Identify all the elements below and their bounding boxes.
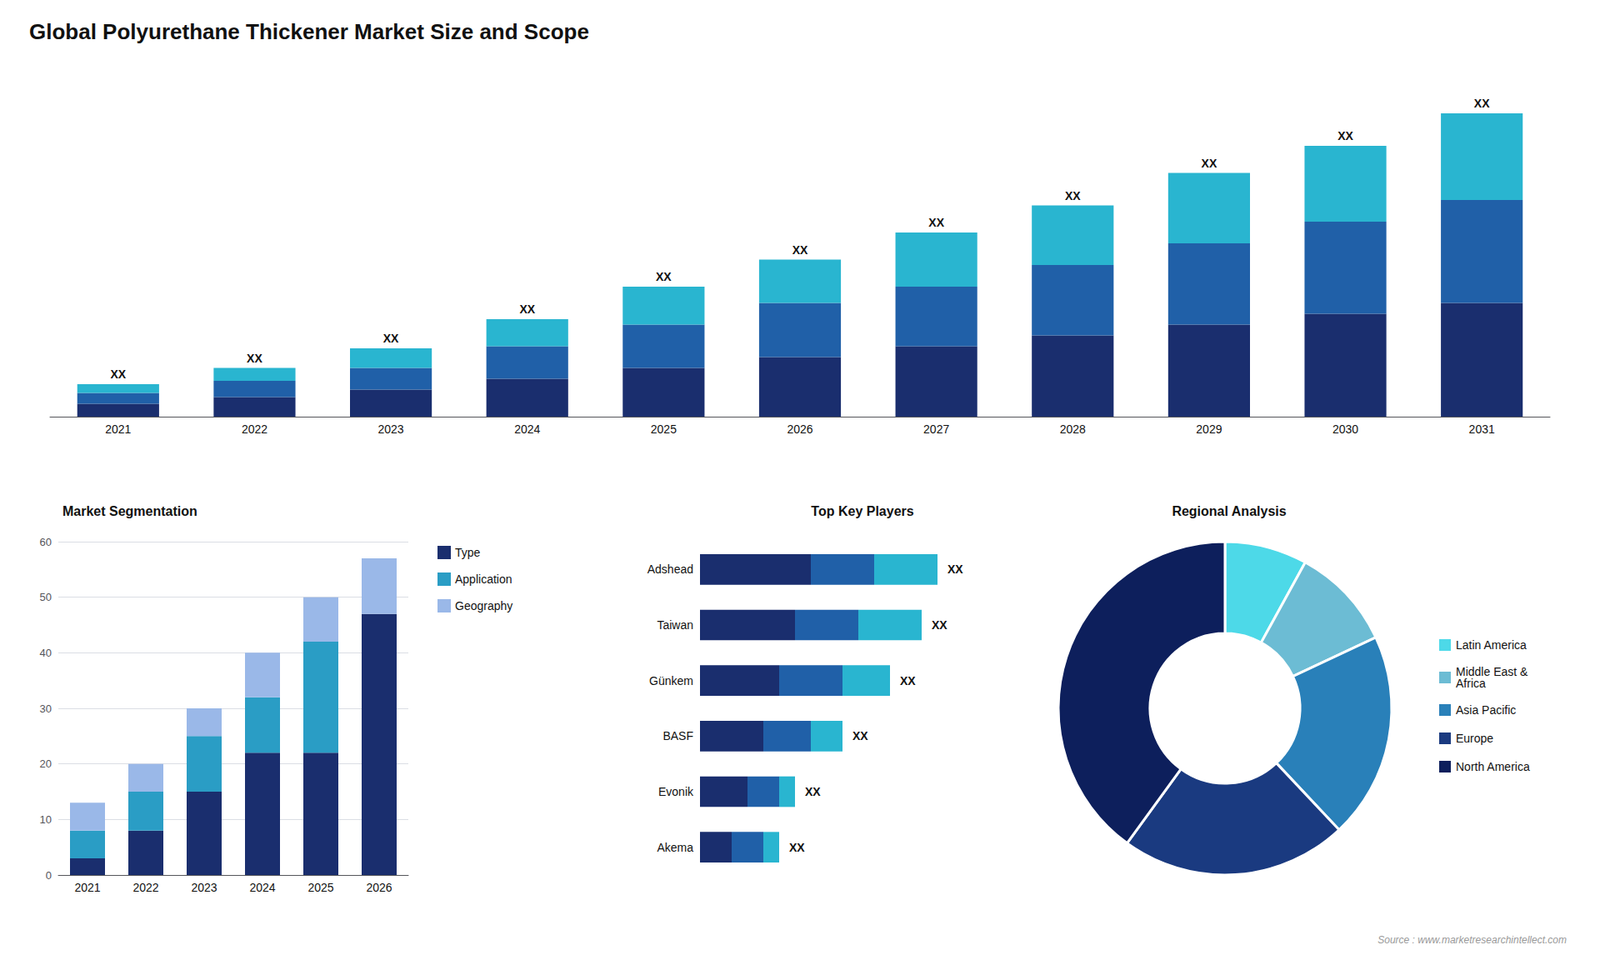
svg-text:North America: North America xyxy=(1455,760,1530,774)
svg-text:2024: 2024 xyxy=(514,422,540,436)
svg-text:XX: XX xyxy=(1337,129,1354,143)
svg-text:30: 30 xyxy=(40,702,52,715)
svg-text:Adshead: Adshead xyxy=(647,562,694,576)
svg-text:XX: XX xyxy=(1201,156,1218,170)
svg-text:Evonik: Evonik xyxy=(658,785,695,799)
svg-text:2024: 2024 xyxy=(249,880,275,895)
svg-text:XX: XX xyxy=(852,729,869,743)
svg-text:XX: XX xyxy=(789,840,805,855)
svg-text:XX: XX xyxy=(931,618,948,632)
svg-text:Europe: Europe xyxy=(1455,731,1494,745)
svg-text:XX: XX xyxy=(110,367,126,381)
svg-text:Latin America: Latin America xyxy=(1455,638,1527,652)
svg-text:2026: 2026 xyxy=(365,880,392,895)
svg-text:XX: XX xyxy=(383,331,400,345)
svg-text:Akema: Akema xyxy=(656,840,694,855)
svg-text:Top Key Players: Top Key Players xyxy=(810,504,914,519)
svg-text:2021: 2021 xyxy=(74,880,100,895)
svg-text:20: 20 xyxy=(40,757,52,770)
svg-text:2028: 2028 xyxy=(1060,422,1086,436)
svg-text:BASF: BASF xyxy=(662,729,694,743)
svg-text:2026: 2026 xyxy=(786,422,813,436)
svg-text:XX: XX xyxy=(947,562,964,576)
svg-text:XX: XX xyxy=(792,243,809,257)
svg-text:Taiwan: Taiwan xyxy=(656,618,694,632)
svg-text:2030: 2030 xyxy=(1332,422,1359,436)
svg-text:2021: 2021 xyxy=(105,422,131,436)
svg-text:Application: Application xyxy=(455,572,513,586)
svg-text:XX: XX xyxy=(655,270,672,284)
svg-text:2025: 2025 xyxy=(307,880,334,895)
svg-text:2022: 2022 xyxy=(132,880,159,895)
svg-text:2031: 2031 xyxy=(1469,422,1495,436)
svg-text:10: 10 xyxy=(40,813,52,826)
svg-text:2023: 2023 xyxy=(378,422,405,436)
svg-text:0: 0 xyxy=(45,869,52,882)
svg-text:2029: 2029 xyxy=(1195,422,1222,436)
svg-text:Middle East &: Middle East & xyxy=(1455,665,1528,679)
svg-text:Africa: Africa xyxy=(1455,676,1486,690)
svg-text:Geography: Geography xyxy=(455,599,513,613)
svg-text:XX: XX xyxy=(1474,96,1490,110)
svg-text:XX: XX xyxy=(246,351,263,365)
svg-text:Source : www.marketresearchint: Source : www.marketresearchintellect.com xyxy=(1377,934,1567,946)
svg-text:Regional Analysis: Regional Analysis xyxy=(1171,504,1286,519)
svg-text:XX: XX xyxy=(928,215,945,230)
svg-text:Global Polyurethane Thickener: Global Polyurethane Thickener Market Siz… xyxy=(29,19,590,45)
svg-text:XX: XX xyxy=(519,302,535,316)
svg-text:XX: XX xyxy=(1065,189,1081,203)
svg-text:2022: 2022 xyxy=(241,422,268,436)
svg-text:Market Segmentation: Market Segmentation xyxy=(62,504,198,519)
svg-text:2025: 2025 xyxy=(650,422,677,436)
svg-text:60: 60 xyxy=(40,535,52,549)
svg-text:Type: Type xyxy=(455,545,481,560)
svg-text:2023: 2023 xyxy=(190,880,217,895)
svg-text:2027: 2027 xyxy=(923,422,950,436)
svg-text:XX: XX xyxy=(900,674,916,688)
svg-text:50: 50 xyxy=(40,590,52,604)
svg-text:XX: XX xyxy=(805,785,821,799)
svg-text:40: 40 xyxy=(40,646,52,660)
svg-text:Asia Pacific: Asia Pacific xyxy=(1455,703,1516,717)
svg-text:Günkem: Günkem xyxy=(649,674,694,688)
